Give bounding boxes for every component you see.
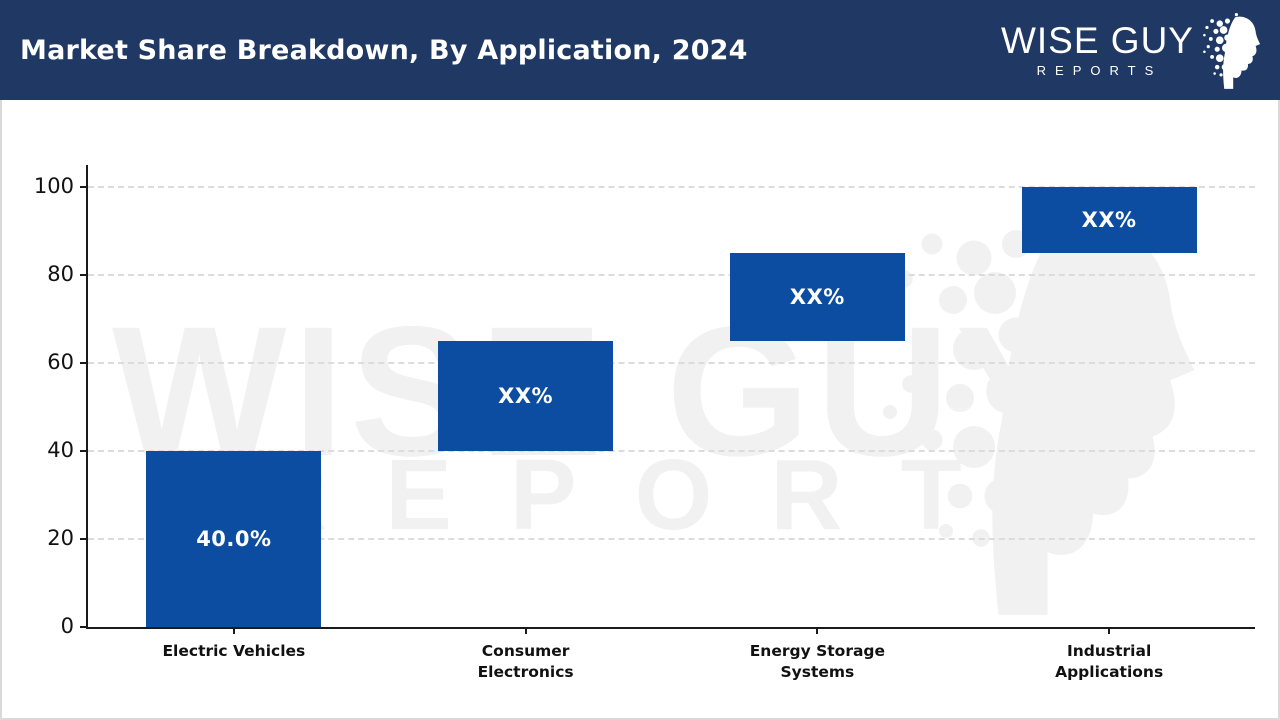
brand-wordmark: WISE GUY	[1000, 20, 1194, 61]
category-label: Consumer Electronics	[380, 641, 672, 683]
y-axis-spine	[86, 165, 88, 629]
head-dots-icon	[1203, 12, 1261, 89]
header-bar: Market Share Breakdown, By Application, …	[0, 0, 1280, 100]
bar: XX%	[729, 253, 905, 341]
brand-logo: WISE GUY REPORTS	[1001, 12, 1262, 89]
page-title: Market Share Breakdown, By Application, …	[20, 34, 748, 66]
bar-value-label: XX%	[498, 384, 554, 408]
x-tick-mark	[524, 629, 527, 634]
bar: 40.0%	[146, 451, 322, 627]
bar-value-label: 40.0%	[196, 527, 272, 551]
y-tick-mark	[80, 450, 88, 452]
category-label-line: Applications	[1055, 662, 1164, 681]
category-label-line: Systems	[780, 662, 855, 681]
category-label: Energy Storage Systems	[672, 641, 964, 683]
y-tick-label: 0	[60, 614, 74, 638]
category-label-line: Electronics	[477, 662, 574, 681]
category-label: Electric Vehicles	[88, 641, 380, 662]
bar: XX%	[1021, 187, 1197, 253]
category-label-line: Consumer	[481, 642, 570, 660]
y-tick-mark	[80, 274, 88, 276]
category-label-line: Energy Storage	[749, 642, 886, 660]
gridline	[88, 538, 1255, 540]
gridline	[88, 450, 1255, 452]
brand-reports-label: REPORTS	[1036, 63, 1163, 78]
brand-text: WISE GUY REPORTS	[1001, 22, 1194, 78]
y-tick-label: 20	[47, 526, 74, 550]
y-tick-label: 80	[47, 262, 74, 286]
y-tick-label: 60	[47, 350, 74, 374]
y-tick-mark	[80, 626, 88, 628]
x-tick-mark	[816, 629, 819, 634]
category-label-line: Electric Vehicles	[162, 642, 306, 660]
y-tick-mark	[80, 186, 88, 188]
x-tick-mark	[1108, 629, 1111, 634]
gridline	[88, 186, 1255, 188]
y-tick-label: 40	[47, 438, 74, 462]
x-axis-spine	[86, 627, 1255, 629]
y-tick-mark	[80, 362, 88, 364]
gridline	[88, 274, 1255, 276]
category-label-line: Industrial	[1066, 642, 1152, 660]
y-tick-mark	[80, 538, 88, 540]
y-tick-label: 100	[33, 174, 74, 198]
bar-value-label: XX%	[789, 285, 845, 309]
category-label: Industrial Applications	[963, 641, 1255, 683]
bar-value-label: XX%	[1081, 208, 1137, 232]
bar: XX%	[438, 341, 614, 451]
gridline	[88, 362, 1255, 364]
x-tick-mark	[232, 629, 235, 634]
